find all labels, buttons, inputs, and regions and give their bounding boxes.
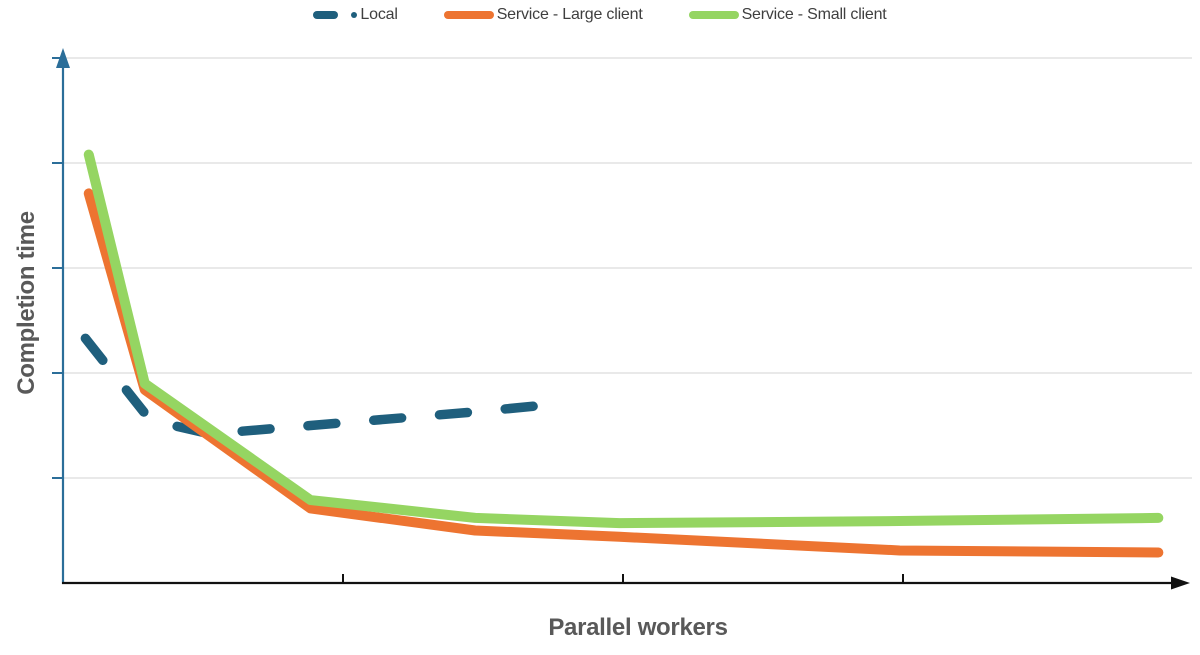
x-axis-title: Parallel workers bbox=[548, 614, 728, 641]
legend-label-local: Local bbox=[360, 6, 398, 23]
y-axis-title: Completion time bbox=[13, 211, 40, 395]
chart-legend: Local Service - Large client Service - S… bbox=[0, 6, 1200, 24]
orange-line-swatch-icon bbox=[443, 11, 494, 19]
bar-icon bbox=[688, 11, 739, 19]
dot-icon bbox=[351, 12, 358, 18]
series-line-service-small-client bbox=[83, 149, 1164, 529]
y-axis-arrow-icon bbox=[56, 48, 70, 68]
green-line-swatch-icon bbox=[688, 11, 739, 19]
legend-item-service-small: Service - Small client bbox=[688, 6, 887, 24]
legend-item-service-large: Service - Large client bbox=[443, 6, 643, 24]
dash-icon bbox=[313, 11, 339, 19]
x-axis-arrow-icon bbox=[1171, 576, 1190, 590]
legend-label-service-large: Service - Large client bbox=[496, 6, 643, 23]
series-line-service-large-client bbox=[83, 188, 1164, 558]
bar-icon bbox=[443, 11, 494, 19]
series-line-local bbox=[80, 333, 568, 439]
local-line-swatch-icon bbox=[313, 11, 358, 19]
legend-label-service-small: Service - Small client bbox=[741, 6, 887, 23]
legend-item-local: Local bbox=[313, 6, 398, 24]
